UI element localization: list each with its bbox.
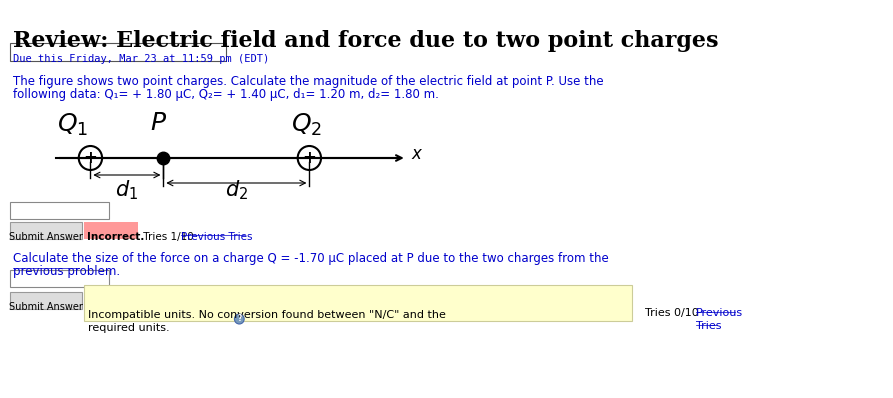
Text: Tries 0/10: Tries 0/10 bbox=[645, 308, 699, 318]
Text: Submit Answer: Submit Answer bbox=[9, 232, 82, 242]
Text: $d_2$: $d_2$ bbox=[225, 178, 248, 202]
Text: required units.: required units. bbox=[88, 323, 170, 333]
FancyBboxPatch shape bbox=[10, 270, 109, 287]
Text: $Q_1$: $Q_1$ bbox=[57, 112, 88, 138]
Text: +: + bbox=[83, 149, 97, 167]
FancyBboxPatch shape bbox=[84, 222, 138, 239]
Text: ?: ? bbox=[238, 314, 241, 323]
Text: following data: Q₁= + 1.80 μC, Q₂= + 1.40 μC, d₁= 1.20 m, d₂= 1.80 m.: following data: Q₁= + 1.80 μC, Q₂= + 1.4… bbox=[13, 88, 438, 101]
FancyBboxPatch shape bbox=[10, 43, 226, 61]
Text: Submit Answer: Submit Answer bbox=[9, 302, 82, 312]
Text: The figure shows two point charges. Calculate the magnitude of the electric fiel: The figure shows two point charges. Calc… bbox=[13, 75, 603, 88]
Text: Review: Electric field and force due to two point charges: Review: Electric field and force due to … bbox=[13, 30, 718, 52]
Text: Tries: Tries bbox=[696, 321, 722, 331]
FancyBboxPatch shape bbox=[10, 222, 81, 239]
FancyBboxPatch shape bbox=[10, 292, 81, 309]
Text: $P$: $P$ bbox=[150, 112, 167, 135]
FancyBboxPatch shape bbox=[84, 285, 632, 321]
Text: $d_1$: $d_1$ bbox=[115, 178, 138, 202]
Circle shape bbox=[235, 314, 244, 324]
Text: Due this Friday, Mar 23 at 11:59 pm (EDT): Due this Friday, Mar 23 at 11:59 pm (EDT… bbox=[13, 54, 269, 64]
Circle shape bbox=[297, 146, 321, 170]
Text: x: x bbox=[412, 145, 421, 163]
Text: Previous: Previous bbox=[696, 308, 743, 318]
Text: Incompatible units. No conversion found between "N/C" and the: Incompatible units. No conversion found … bbox=[88, 310, 446, 320]
Text: Calculate the size of the force on a charge Q = -1.70 μC placed at P due to the : Calculate the size of the force on a cha… bbox=[13, 252, 608, 265]
Text: +: + bbox=[303, 149, 316, 167]
Text: Incorrect.: Incorrect. bbox=[87, 232, 144, 242]
Text: Tries 1/10: Tries 1/10 bbox=[140, 232, 194, 242]
Circle shape bbox=[79, 146, 102, 170]
Text: $Q_2$: $Q_2$ bbox=[291, 112, 322, 138]
FancyBboxPatch shape bbox=[10, 202, 109, 219]
Text: previous problem.: previous problem. bbox=[13, 265, 120, 278]
Text: Previous Tries: Previous Tries bbox=[181, 232, 253, 242]
